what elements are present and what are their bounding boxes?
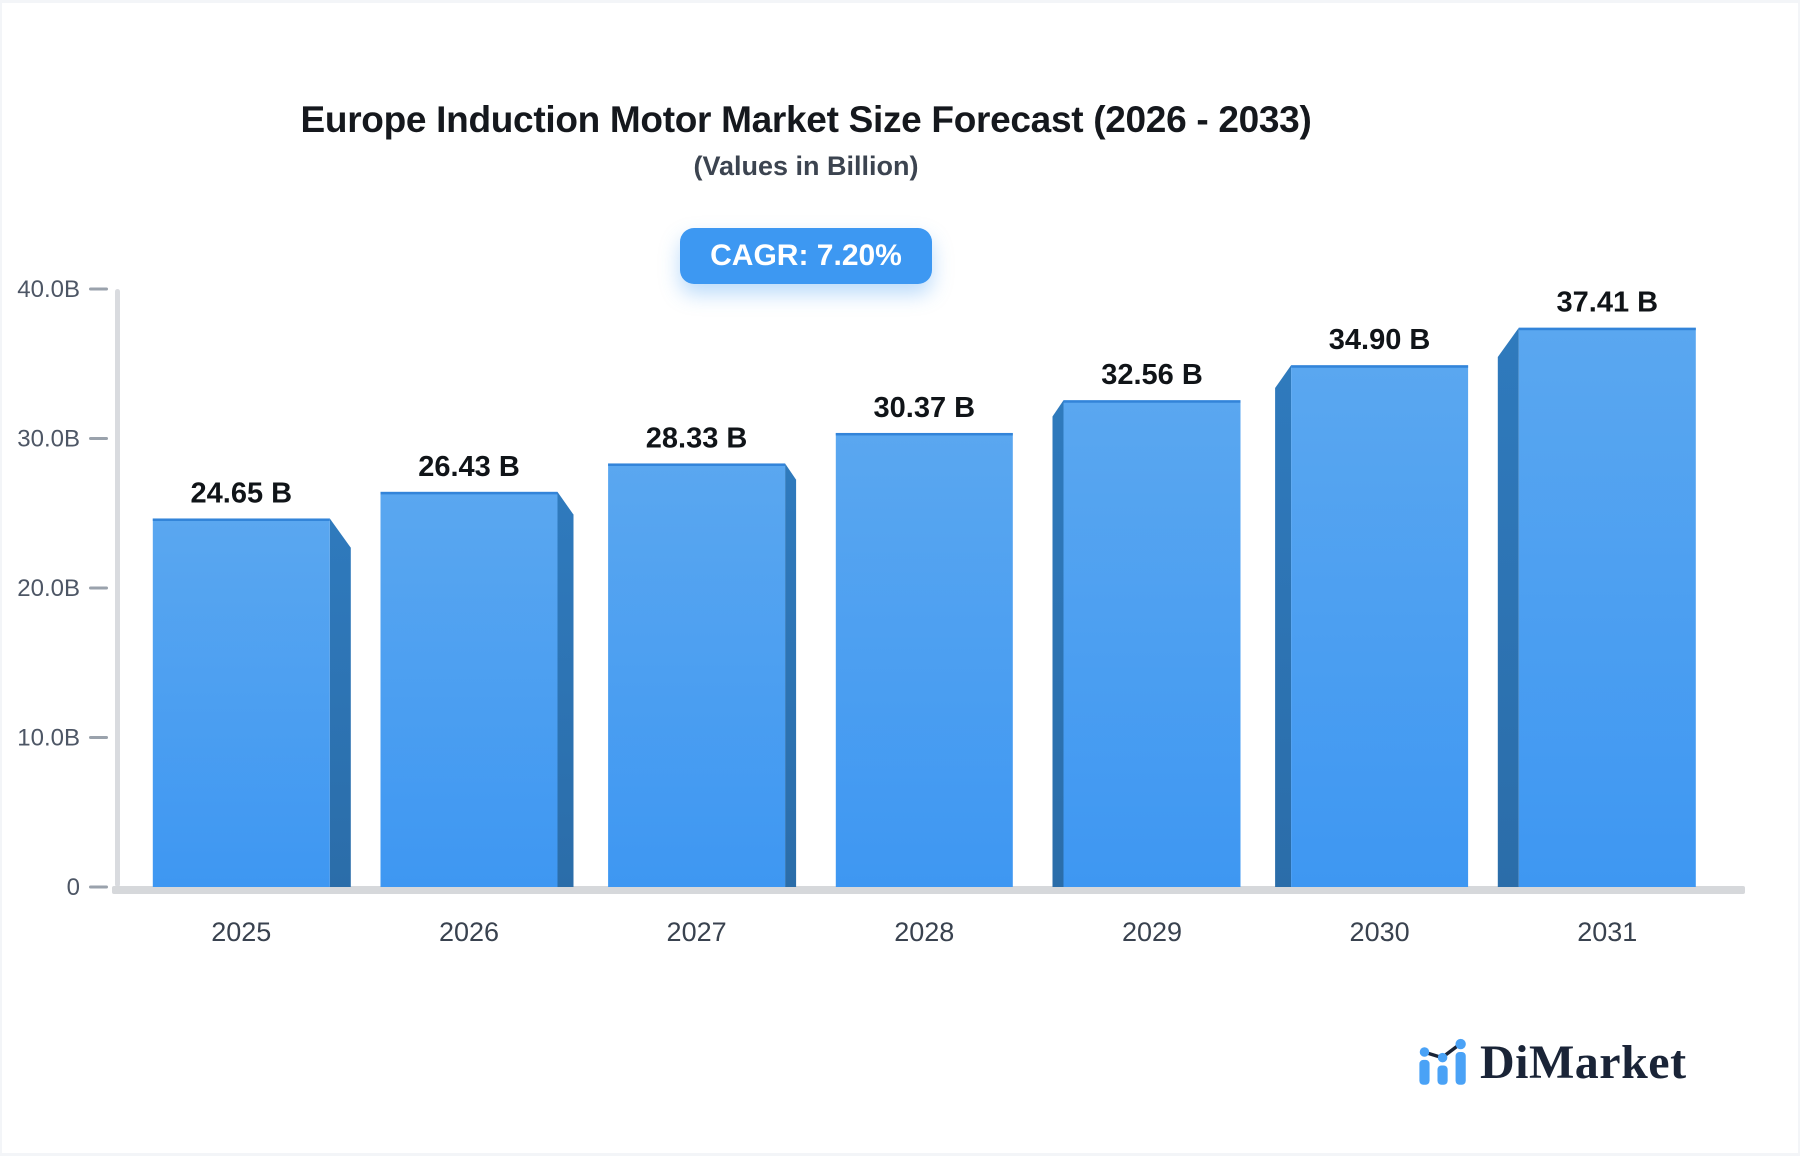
bar-face bbox=[1518, 327, 1696, 888]
x-axis-label: 2026 bbox=[439, 917, 499, 947]
x-axis-label: 2029 bbox=[1122, 917, 1182, 947]
bar-face bbox=[835, 432, 1013, 887]
dimarket-logo: DiMarket bbox=[1416, 1035, 1687, 1087]
cagr-badge-wrap: CAGR: 7.20% bbox=[2, 228, 1610, 284]
bar-side-panel bbox=[1275, 365, 1292, 887]
bar-face bbox=[1063, 400, 1241, 887]
bar-side-panel bbox=[329, 518, 351, 887]
bar-2031[interactable] bbox=[1497, 327, 1696, 888]
bar-value-label: 28.33 B bbox=[646, 422, 748, 454]
y-tick-mark bbox=[89, 586, 108, 590]
bar-chart: 0 10.0B 20.0B 30.0B 40.0B 24.65 B 2025 26.43 B 2… bbox=[17, 276, 1745, 947]
bar-side-panel bbox=[1052, 400, 1064, 887]
cagr-badge: CAGR: 7.20% bbox=[680, 228, 932, 284]
logo-text: DiMarket bbox=[1480, 1036, 1687, 1089]
y-tick-label: 10.0B bbox=[17, 725, 80, 752]
bar-face bbox=[1291, 365, 1469, 887]
bar-top-edge bbox=[835, 432, 1013, 436]
chart-subtitle: (Values in Billion) bbox=[693, 151, 919, 181]
bar-face bbox=[152, 518, 330, 887]
bar-value-label: 37.41 B bbox=[1557, 287, 1659, 319]
x-axis-label: 2030 bbox=[1350, 917, 1410, 947]
bar-value-label: 26.43 B bbox=[418, 451, 520, 483]
y-axis-line bbox=[115, 289, 120, 887]
bar-value-label: 24.65 B bbox=[191, 477, 293, 509]
y-tick-mark bbox=[89, 736, 108, 739]
x-axis-label: 2028 bbox=[894, 917, 954, 947]
bar-value-label: 34.90 B bbox=[1329, 324, 1431, 356]
bar-2029[interactable] bbox=[1052, 400, 1241, 887]
chart-title: Europe Induction Motor Market Size Forec… bbox=[300, 99, 1312, 140]
x-axis-label: 2031 bbox=[1577, 917, 1637, 947]
bar-2025[interactable] bbox=[152, 518, 351, 887]
bar-top-edge bbox=[1063, 400, 1241, 403]
bar-side-panel bbox=[785, 463, 797, 887]
bar-value-label: 30.37 B bbox=[874, 392, 976, 424]
bar-face bbox=[608, 463, 786, 887]
bar-2026[interactable] bbox=[380, 491, 574, 887]
bar-2030[interactable] bbox=[1275, 365, 1469, 887]
bar-top-edge bbox=[380, 491, 558, 495]
y-tick-mark bbox=[89, 437, 108, 440]
y-tick-label: 30.0B bbox=[17, 426, 80, 453]
y-tick-label: 0 bbox=[67, 874, 80, 901]
bar-2028[interactable] bbox=[835, 432, 1013, 887]
bar-top-edge bbox=[1291, 365, 1469, 368]
chart-card: Europe Induction Motor Market Size Forec… bbox=[2, 3, 1798, 1153]
bar-top-edge bbox=[1518, 327, 1696, 331]
bar-top-edge bbox=[152, 518, 330, 521]
bar-2027[interactable] bbox=[608, 463, 797, 887]
bar-side-panel bbox=[1497, 327, 1519, 888]
y-tick-mark bbox=[89, 885, 108, 889]
bar-top-edge bbox=[608, 463, 786, 466]
chart-floor bbox=[112, 886, 1745, 894]
y-tick-label: 40.0B bbox=[17, 276, 80, 303]
y-tick-label: 20.0B bbox=[17, 575, 80, 602]
x-axis-label: 2027 bbox=[667, 917, 727, 947]
bar-chart-dots-icon bbox=[1419, 1038, 1466, 1085]
bar-side-panel bbox=[557, 491, 574, 887]
bar-value-label: 32.56 B bbox=[1101, 359, 1203, 391]
y-tick-mark bbox=[89, 287, 108, 291]
bar-face bbox=[380, 491, 558, 887]
x-axis-label: 2025 bbox=[211, 917, 271, 947]
